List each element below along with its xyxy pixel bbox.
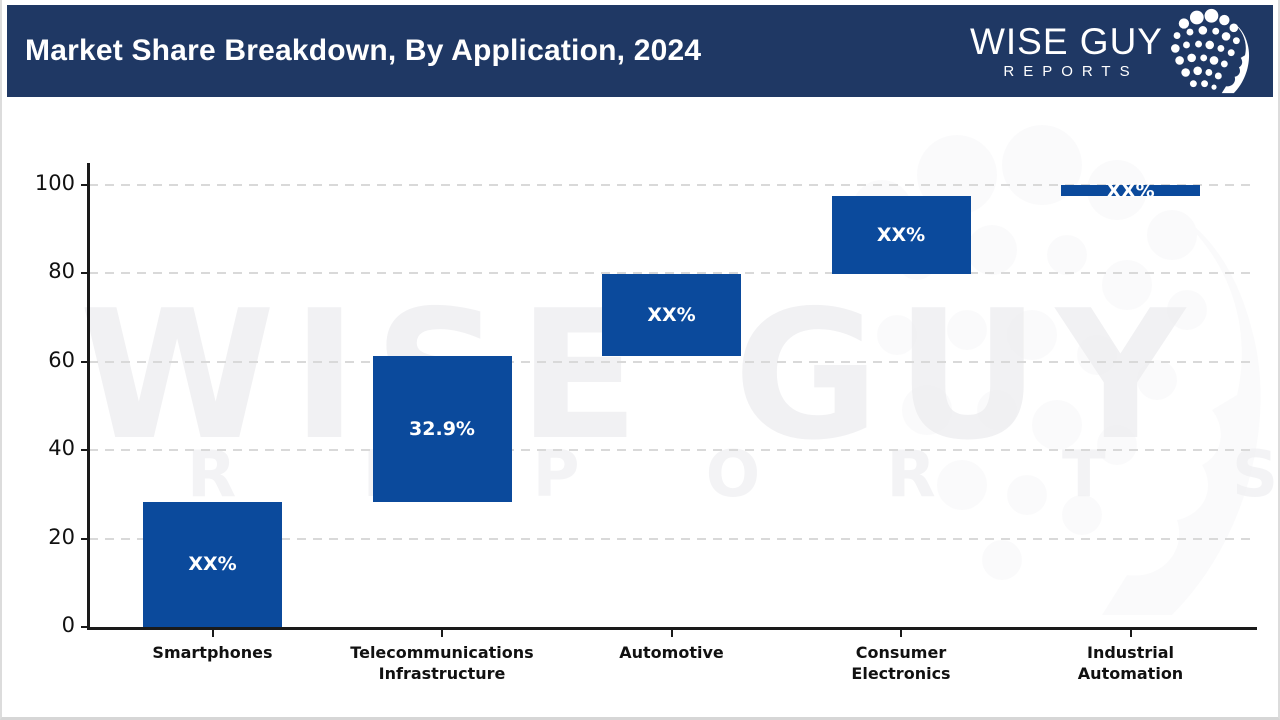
x-tick-mark bbox=[441, 629, 443, 637]
gridline bbox=[89, 360, 1257, 363]
y-tick-mark bbox=[81, 449, 89, 452]
x-tick-label-line: Telecommunications bbox=[350, 643, 534, 662]
logo-subtitle: REPORTS bbox=[1003, 63, 1139, 80]
bar-value-label: XX% bbox=[188, 553, 237, 576]
bar-value-label: XX% bbox=[647, 304, 696, 327]
x-tick-label-line: Smartphones bbox=[152, 643, 273, 662]
x-axis bbox=[87, 627, 1257, 630]
y-tick-mark bbox=[81, 626, 89, 628]
x-tick-label: Telecommunications Infrastructure bbox=[322, 642, 562, 684]
x-tick-mark bbox=[670, 629, 673, 637]
bar-value-label: XX% bbox=[1106, 179, 1155, 202]
bar-industrial-automation: XX% bbox=[1061, 180, 1200, 202]
x-tick-label-line: Infrastructure bbox=[378, 664, 506, 683]
logo-wordmark: WISE GUY bbox=[969, 21, 1163, 62]
x-tick-label-line: Electronics bbox=[851, 664, 951, 683]
y-tick-label: 60 bbox=[48, 347, 75, 372]
bar-telecommunications-infrastructure: 32.9% bbox=[372, 356, 512, 502]
y-tick-mark bbox=[81, 272, 89, 275]
x-tick-label-line: Industrial bbox=[1086, 643, 1174, 662]
gridline bbox=[89, 184, 1257, 186]
x-tick-label: Smartphones bbox=[93, 642, 333, 663]
bar-value-label: 32.9% bbox=[409, 418, 475, 441]
x-tick-label-line: Automotive bbox=[619, 643, 724, 662]
y-tick-mark bbox=[81, 360, 89, 363]
header-bar: Market Share Breakdown, By Application, … bbox=[7, 5, 1273, 97]
gridline bbox=[89, 537, 1257, 540]
bar-smartphones: XX% bbox=[143, 501, 282, 627]
x-tick-label: Industrial Automation bbox=[1011, 642, 1251, 684]
y-tick-mark bbox=[81, 537, 89, 540]
y-tick-label: 100 bbox=[34, 171, 75, 195]
x-tick-label: Consumer Electronics bbox=[781, 642, 1021, 684]
y-tick-label: 0 bbox=[61, 613, 75, 637]
x-tick-mark bbox=[1129, 629, 1132, 637]
bar-automotive: XX% bbox=[602, 273, 741, 357]
x-tick-mark bbox=[900, 629, 902, 637]
y-tick-mark bbox=[81, 184, 89, 186]
x-tick-label-line: Consumer bbox=[855, 643, 947, 662]
y-tick-label: 40 bbox=[48, 436, 75, 461]
logo-head-icon bbox=[1165, 8, 1251, 94]
wiseguy-logo: WISE GUY REPORTS bbox=[970, 8, 1251, 94]
y-tick-label: 20 bbox=[48, 524, 75, 549]
bar-consumer-electronics: XX% bbox=[831, 196, 971, 274]
x-tick-label-line: Automation bbox=[1077, 664, 1184, 683]
gridline bbox=[89, 449, 1257, 452]
y-tick-label: 80 bbox=[48, 259, 75, 284]
y-axis bbox=[87, 163, 90, 629]
x-tick-label: Automotive bbox=[552, 642, 792, 663]
chart-title: Market Share Breakdown, By Application, … bbox=[25, 34, 702, 67]
bar-value-label: XX% bbox=[876, 224, 926, 247]
x-tick-mark bbox=[211, 629, 214, 637]
gridline bbox=[89, 272, 1257, 275]
